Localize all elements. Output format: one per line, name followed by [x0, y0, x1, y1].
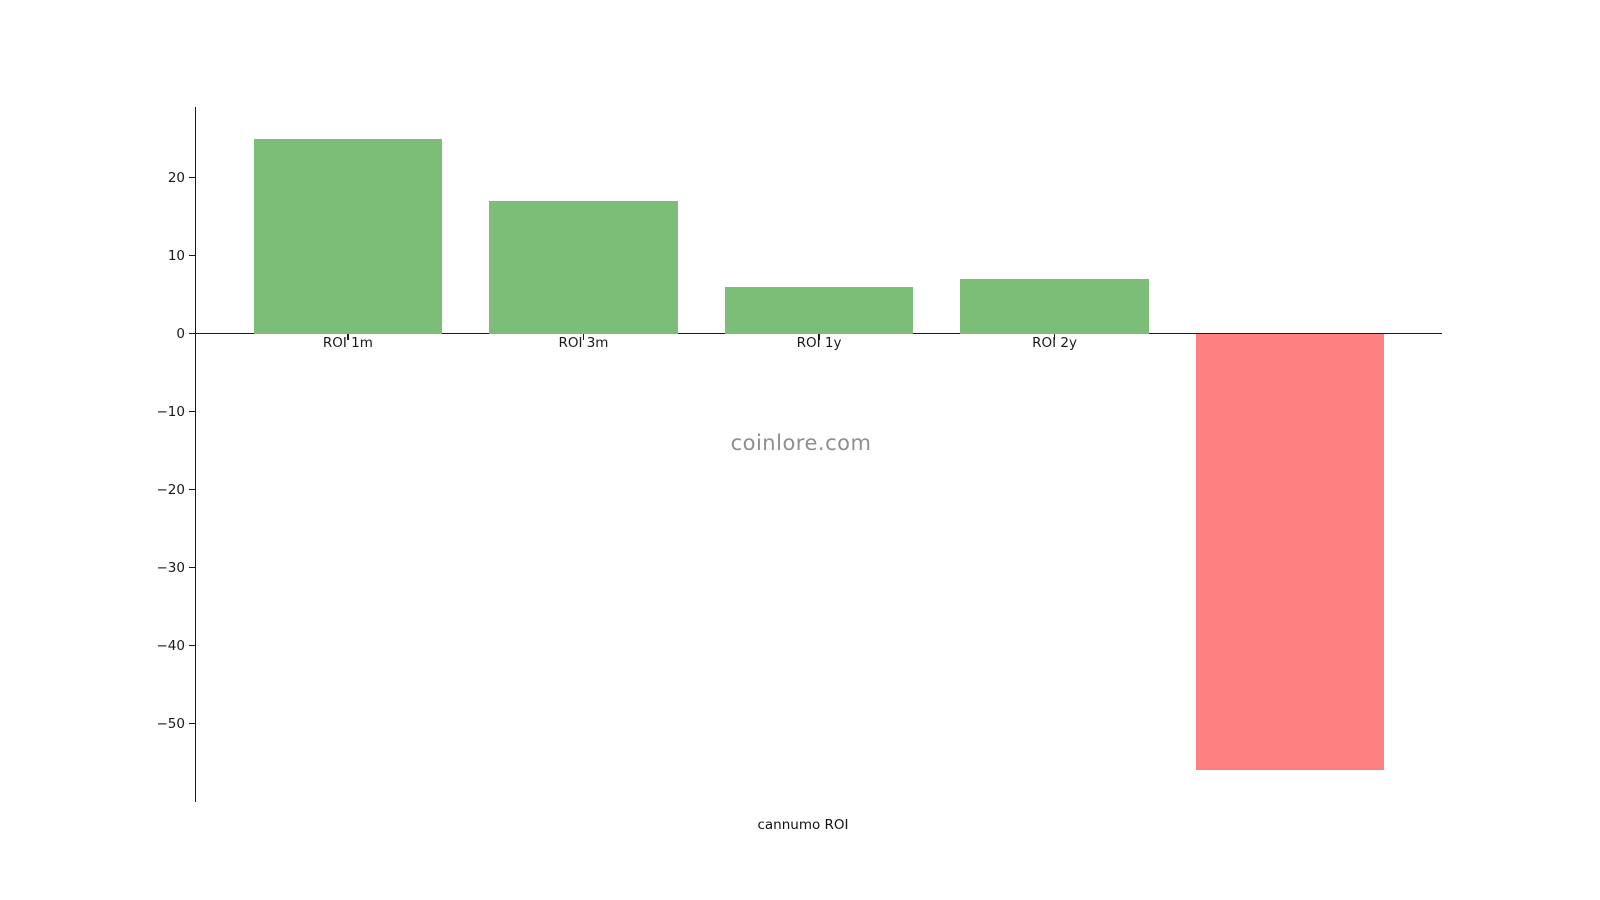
y-tick-mark: [189, 488, 195, 491]
bar-roi-1y: [724, 286, 914, 334]
y-tick-mark: [189, 176, 195, 179]
bar-roi-1m: [253, 138, 443, 334]
x-axis-line: [196, 332, 1442, 335]
y-tick-mark: [189, 254, 195, 257]
y-tick-label: 20: [167, 169, 185, 186]
bar-roi-3m: [489, 200, 678, 334]
x-tick-mark: [347, 333, 349, 340]
x-tick-label: ROI 3m: [558, 334, 609, 351]
x-tick-label: ROI 1m: [322, 334, 373, 351]
bar-negative-4: [1195, 333, 1385, 771]
x-tick-label: ROI 1y: [796, 334, 842, 351]
x-tick-mark: [818, 333, 820, 340]
y-tick-mark: [189, 410, 195, 413]
bar-roi-2y: [960, 278, 1149, 334]
x-axis-title: cannumo ROI: [757, 817, 849, 833]
y-tick-mark: [189, 644, 195, 647]
y-tick-mark: [189, 332, 195, 335]
y-tick-label: 10: [167, 247, 185, 264]
y-tick-label: 0: [176, 325, 185, 342]
y-tick-mark: [189, 566, 195, 569]
y-tick-label: −10: [156, 403, 186, 420]
watermark: coinlore.com: [730, 431, 872, 455]
x-tick-mark: [582, 333, 585, 340]
x-tick-mark: [1053, 333, 1056, 340]
y-tick-label: −30: [156, 559, 186, 576]
y-tick-label: −40: [156, 637, 186, 654]
y-tick-mark: [189, 722, 195, 725]
y-tick-label: −20: [156, 481, 186, 498]
y-tick-label: −50: [156, 715, 186, 732]
y-axis-spine: [195, 107, 197, 802]
x-tick-label: ROI 2y: [1032, 334, 1077, 351]
